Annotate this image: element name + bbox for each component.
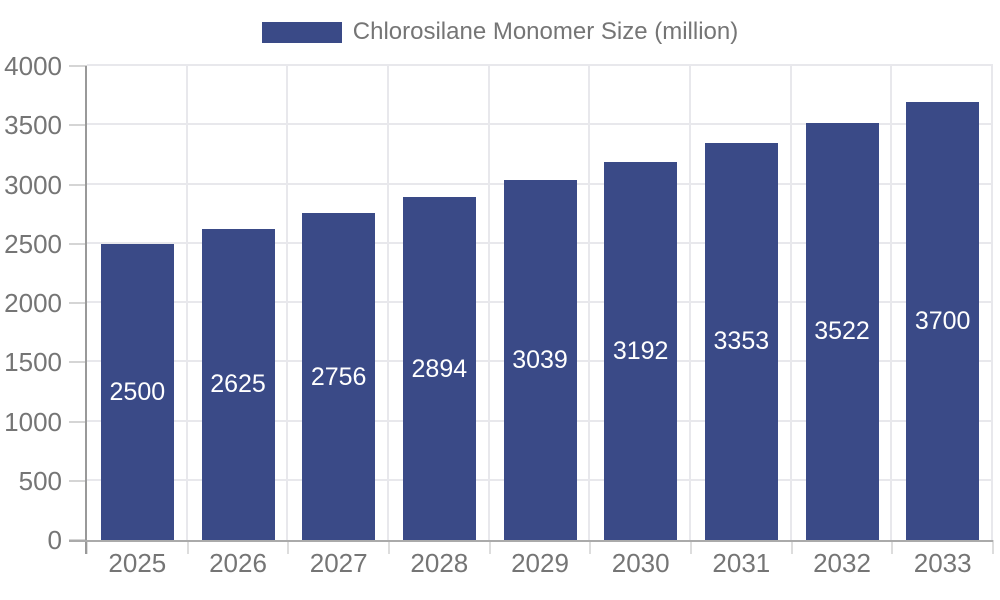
x-axis-category-label: 2032 [813, 548, 871, 578]
gridline [87, 123, 993, 126]
x-axis-tick [186, 540, 189, 554]
bar[interactable]: 2625 [201, 228, 275, 540]
y-axis-tick-label: 4000 [4, 51, 62, 81]
gridline [487, 66, 490, 540]
gridline [387, 66, 389, 540]
y-axis-tick [69, 183, 87, 186]
y-axis-tick [69, 65, 87, 67]
gridline [87, 64, 993, 66]
legend[interactable]: Chlorosilane Monomer Size (million) [0, 18, 1000, 46]
bar[interactable]: 2894 [402, 197, 476, 540]
bar[interactable]: 2500 [100, 243, 174, 540]
x-axis-line [69, 540, 993, 542]
gridline [286, 66, 289, 540]
x-axis-category-label: 2028 [410, 548, 469, 578]
x-axis-tick [488, 540, 491, 554]
x-axis-category-label: 2026 [209, 548, 267, 578]
y-axis-tick [69, 479, 87, 482]
gridline [991, 66, 993, 540]
x-axis-category-label: 2027 [309, 548, 368, 578]
bar[interactable]: 3039 [503, 179, 577, 540]
x-axis-tick [86, 540, 88, 554]
x-axis-tick [589, 540, 592, 554]
x-axis-category-label: 2031 [712, 548, 771, 578]
bar[interactable]: 3192 [604, 161, 678, 540]
x-axis-category-label: 2033 [913, 548, 972, 578]
bar-value-label: 3700 [914, 306, 971, 335]
bar-value-label: 2894 [411, 354, 468, 383]
y-axis-tick-label: 1000 [4, 406, 62, 437]
gridline [588, 66, 591, 540]
y-axis-tick [69, 361, 87, 364]
y-axis-tick-label: 3000 [4, 169, 62, 200]
bar-value-label: 3522 [814, 317, 870, 346]
bar-value-label: 3353 [713, 327, 770, 356]
gridline [185, 66, 188, 540]
y-axis-tick-label: 3500 [4, 110, 62, 141]
x-axis-tick [891, 540, 894, 554]
bar-value-label: 3039 [512, 345, 568, 374]
x-axis-tick [992, 540, 994, 554]
bar[interactable]: 3700 [906, 101, 980, 540]
gridline [689, 66, 691, 540]
bar[interactable]: 2756 [302, 213, 376, 540]
y-axis-tick-label: 2500 [4, 228, 62, 259]
x-axis-category-label: 2025 [108, 548, 167, 578]
bar-value-label: 2625 [210, 370, 266, 399]
bar-value-label: 2756 [310, 362, 367, 391]
y-axis-tick-label: 2000 [4, 288, 62, 318]
gridline [890, 66, 893, 540]
legend-label: Chlorosilane Monomer Size (million) [352, 18, 739, 45]
y-axis-tick [69, 302, 87, 304]
y-axis-tick-label: 0 [47, 525, 62, 555]
bar-value-label: 2500 [109, 377, 166, 406]
legend-swatch-icon [261, 21, 342, 43]
y-axis-tick-label: 1500 [4, 347, 62, 378]
y-axis-line [85, 66, 87, 554]
bar[interactable]: 3522 [805, 122, 879, 540]
y-axis-tick [69, 420, 87, 423]
x-axis-tick [790, 540, 793, 554]
bar-value-label: 3192 [612, 336, 669, 365]
x-axis-tick [690, 540, 692, 554]
x-axis-tick [287, 540, 290, 554]
x-axis-category-label: 2029 [511, 548, 569, 578]
bar[interactable]: 3353 [704, 142, 778, 540]
plot-area: 0 500 1000 1500 2000 2500 3000 3500 4000 2500 2625… [4, 53, 994, 578]
gridline [789, 66, 792, 540]
y-axis-tick-label: 500 [18, 465, 62, 496]
y-axis-tick [69, 242, 87, 245]
x-axis-category-label: 2030 [611, 548, 670, 578]
x-axis-tick [388, 540, 390, 554]
y-axis-tick [69, 124, 87, 127]
